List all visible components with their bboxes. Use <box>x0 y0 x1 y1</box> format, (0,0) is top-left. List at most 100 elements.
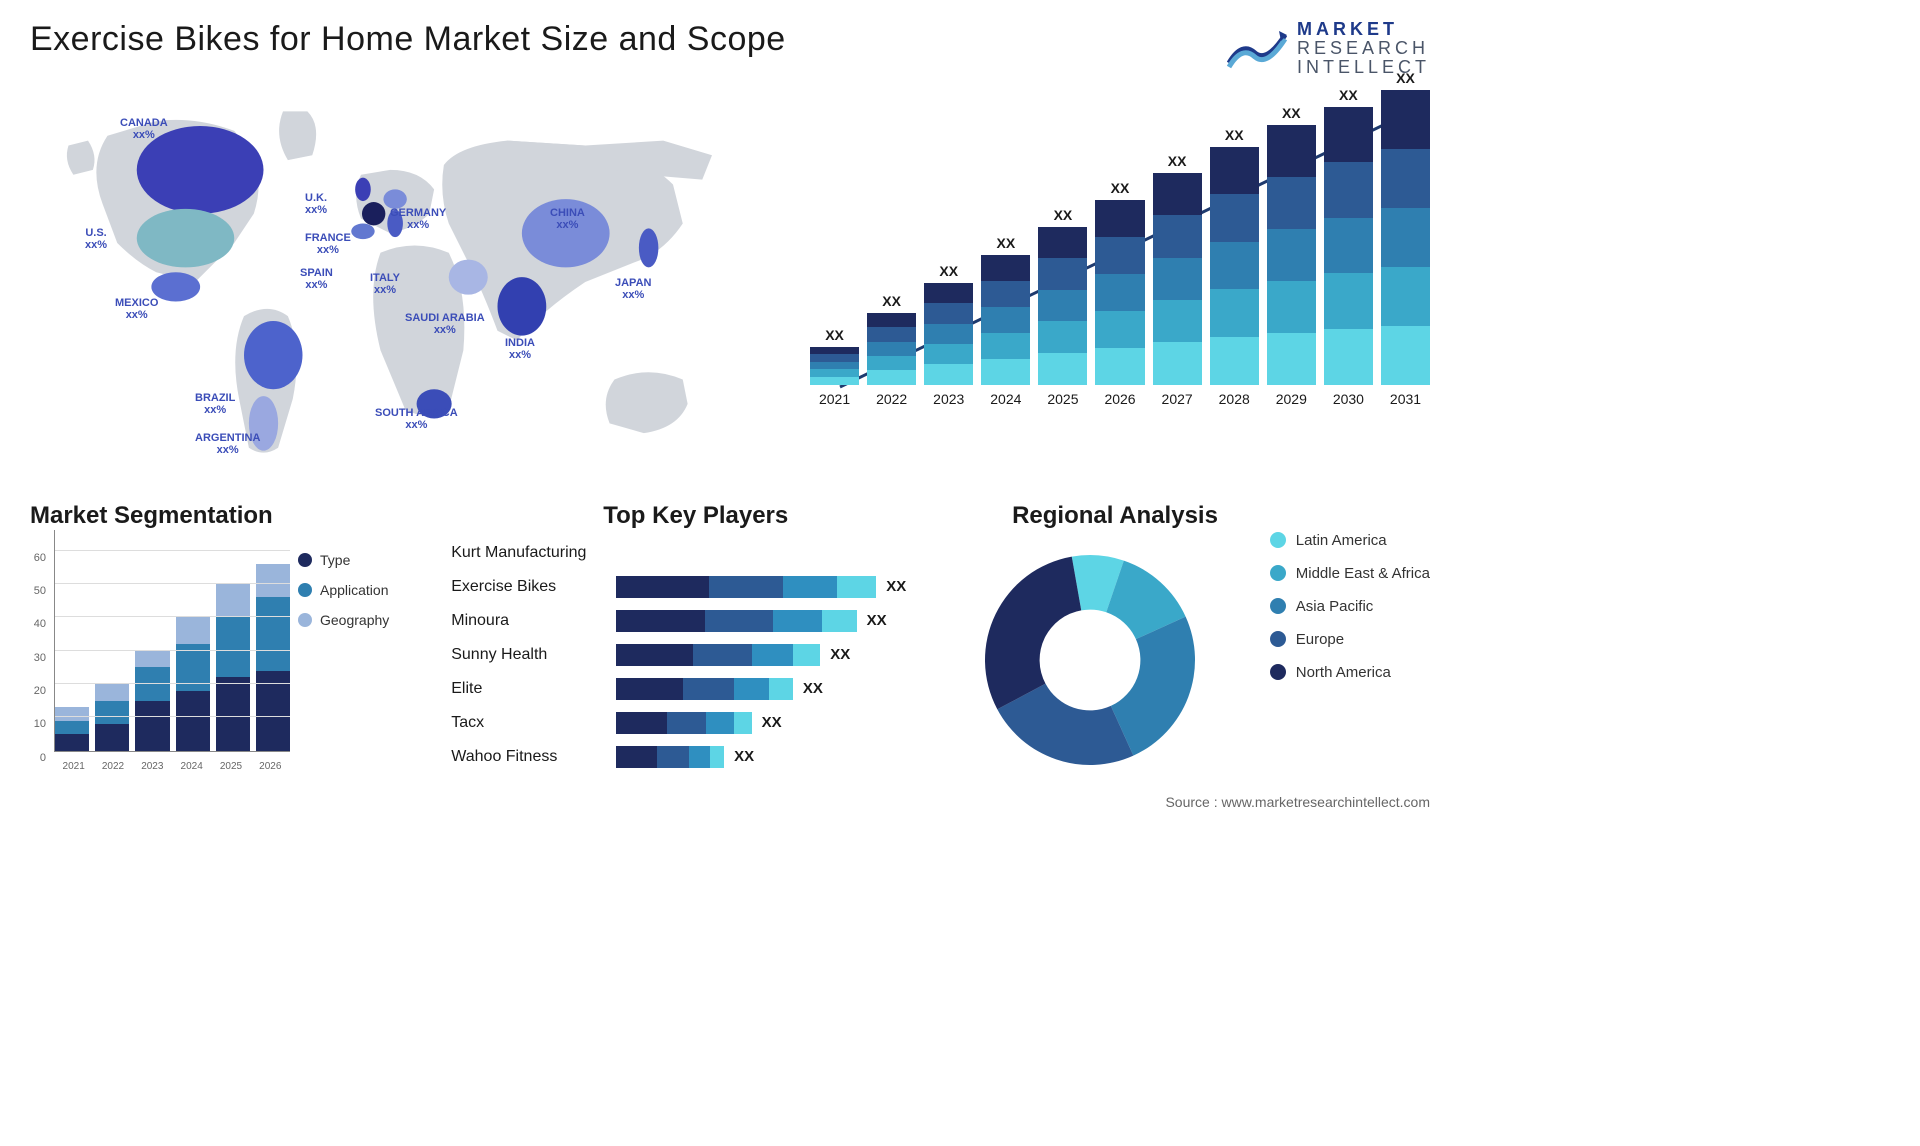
growth-bar-toplabel: XX <box>882 293 901 309</box>
seg-bar-2021 <box>55 707 89 750</box>
player-row-elite: Elite XX <box>451 676 940 702</box>
players-panel: Top Key Players Kurt Manufacturing Exerci… <box>451 502 940 772</box>
player-row-kurt-manufacturing: Kurt Manufacturing <box>451 540 940 566</box>
seg-legend-application: Application <box>298 582 389 598</box>
world-map: CANADAxx% U.S.xx% MEXICOxx% BRAZILxx% ARGENT… <box>30 87 770 477</box>
map-label-brazil: BRAZILxx% <box>195 392 235 416</box>
growth-bar-2021: XX2021 <box>810 327 859 407</box>
map-region-france <box>362 202 385 225</box>
segmentation-panel: Market Segmentation 0102030405060 202120… <box>30 502 421 772</box>
logo-icon <box>1227 23 1287 73</box>
growth-bar-toplabel: XX <box>1111 180 1130 196</box>
map-label-china: CHINAxx% <box>550 207 585 231</box>
map-region-saudi <box>449 259 488 294</box>
growth-bar-2027: XX2027 <box>1153 153 1202 407</box>
growth-bar-year: 2028 <box>1219 391 1250 407</box>
growth-bar-year: 2031 <box>1390 391 1421 407</box>
growth-bar-2022: XX 2022 <box>867 293 916 407</box>
growth-bar-2023: XX 2023 <box>924 263 973 407</box>
map-region-india <box>498 277 547 336</box>
player-name: Wahoo Fitness <box>451 748 616 766</box>
segmentation-title: Market Segmentation <box>30 502 290 530</box>
player-value: XX <box>830 646 850 663</box>
seg-bar-2022 <box>95 684 129 751</box>
regional-legend-middle-east-africa: Middle East & Africa <box>1270 565 1430 582</box>
map-label-u.k.: U.K.xx% <box>305 192 327 216</box>
growth-bar-2028: XX 2028 <box>1210 127 1259 407</box>
map-label-saudi-arabia: SAUDI ARABIAxx% <box>405 312 485 336</box>
player-row-minoura: Minoura XX <box>451 608 940 634</box>
regional-legend: Latin America Middle East & Africa Asia Pa… <box>1270 532 1430 772</box>
player-value: XX <box>867 612 887 629</box>
player-row-wahoo-fitness: Wahoo Fitness XX <box>451 744 940 770</box>
page-title: Exercise Bikes for Home Market Size and … <box>30 20 786 59</box>
seg-bar-2023 <box>135 651 169 751</box>
map-label-argentina: ARGENTINAxx% <box>195 432 260 456</box>
map-label-canada: CANADAxx% <box>120 117 168 141</box>
player-name: Exercise Bikes <box>451 578 616 596</box>
player-name: Sunny Health <box>451 646 616 664</box>
player-row-sunny-health: Sunny Health XX <box>451 642 940 668</box>
map-region-japan <box>639 228 659 267</box>
growth-bar-2024: XX 2024 <box>981 235 1030 407</box>
seg-bar-2024 <box>176 617 210 750</box>
seg-bar-2026 <box>256 564 290 751</box>
map-region-spain <box>351 223 374 239</box>
growth-bar-toplabel: XX <box>996 235 1015 251</box>
map-label-south-africa: SOUTH AFRICAxx% <box>375 407 458 431</box>
map-label-u.s.: U.S.xx% <box>85 227 107 251</box>
growth-bar-year: 2025 <box>1047 391 1078 407</box>
segmentation-legend: Type Application Geography <box>298 552 389 772</box>
map-label-india: INDIAxx% <box>505 337 535 361</box>
growth-chart: XX2021XX2022XX2023XX2024XX2025XX2026XX20… <box>810 87 1430 477</box>
logo: MARKET RESEARCH INTELLECT <box>1227 20 1430 77</box>
map-region-germany <box>383 189 406 209</box>
growth-bar-year: 2030 <box>1333 391 1364 407</box>
regional-title: Regional Analysis <box>970 502 1259 530</box>
regional-legend-asia-pacific: Asia Pacific <box>1270 598 1430 615</box>
map-label-france: FRANCExx% <box>305 232 351 256</box>
growth-bar-toplabel: XX <box>1225 127 1244 143</box>
regional-donut <box>970 540 1210 780</box>
player-name: Elite <box>451 680 616 698</box>
regional-legend-europe: Europe <box>1270 631 1430 648</box>
growth-bar-year: 2023 <box>933 391 964 407</box>
source-text: Source : www.marketresearchintellect.com <box>1165 794 1430 810</box>
growth-bar-2031: XX 2031 <box>1381 70 1430 407</box>
logo-line1: MARKET <box>1297 20 1430 39</box>
growth-bar-toplabel: XX <box>825 327 844 343</box>
player-value: XX <box>886 578 906 595</box>
player-value: XX <box>734 748 754 765</box>
player-name: Tacx <box>451 714 616 732</box>
map-label-mexico: MEXICOxx% <box>115 297 158 321</box>
growth-bar-toplabel: XX <box>1339 87 1358 103</box>
growth-bar-toplabel: XX <box>939 263 958 279</box>
seg-legend-type: Type <box>298 552 389 568</box>
growth-bar-year: 2029 <box>1276 391 1307 407</box>
growth-bar-toplabel: XX <box>1396 70 1415 86</box>
map-region-usa <box>137 209 235 268</box>
regional-legend-north-america: North America <box>1270 664 1430 681</box>
growth-bar-toplabel: XX <box>1054 207 1073 223</box>
player-value: XX <box>803 680 823 697</box>
map-label-germany: GERMANYxx% <box>390 207 446 231</box>
players-title: Top Key Players <box>451 502 940 530</box>
regional-legend-latin-america: Latin America <box>1270 532 1430 549</box>
map-label-spain: SPAINxx% <box>300 267 333 291</box>
logo-line2: RESEARCH <box>1297 39 1430 58</box>
map-region-mexico <box>151 272 200 301</box>
growth-bar-year: 2024 <box>990 391 1021 407</box>
regional-panel: Regional Analysis Latin America Middle Ea… <box>970 502 1430 772</box>
player-name: Kurt Manufacturing <box>451 544 616 562</box>
growth-bar-year: 2026 <box>1104 391 1135 407</box>
segmentation-chart: Market Segmentation 0102030405060 202120… <box>30 502 290 772</box>
donut-slice-north-america <box>985 556 1081 709</box>
player-value: XX <box>762 714 782 731</box>
player-row-exercise-bikes: Exercise Bikes XX <box>451 574 940 600</box>
growth-bar-year: 2027 <box>1162 391 1193 407</box>
seg-legend-geography: Geography <box>298 612 389 628</box>
player-name: Minoura <box>451 612 616 630</box>
growth-bar-year: 2022 <box>876 391 907 407</box>
map-label-japan: JAPANxx% <box>615 277 651 301</box>
map-region-uk <box>355 177 371 200</box>
